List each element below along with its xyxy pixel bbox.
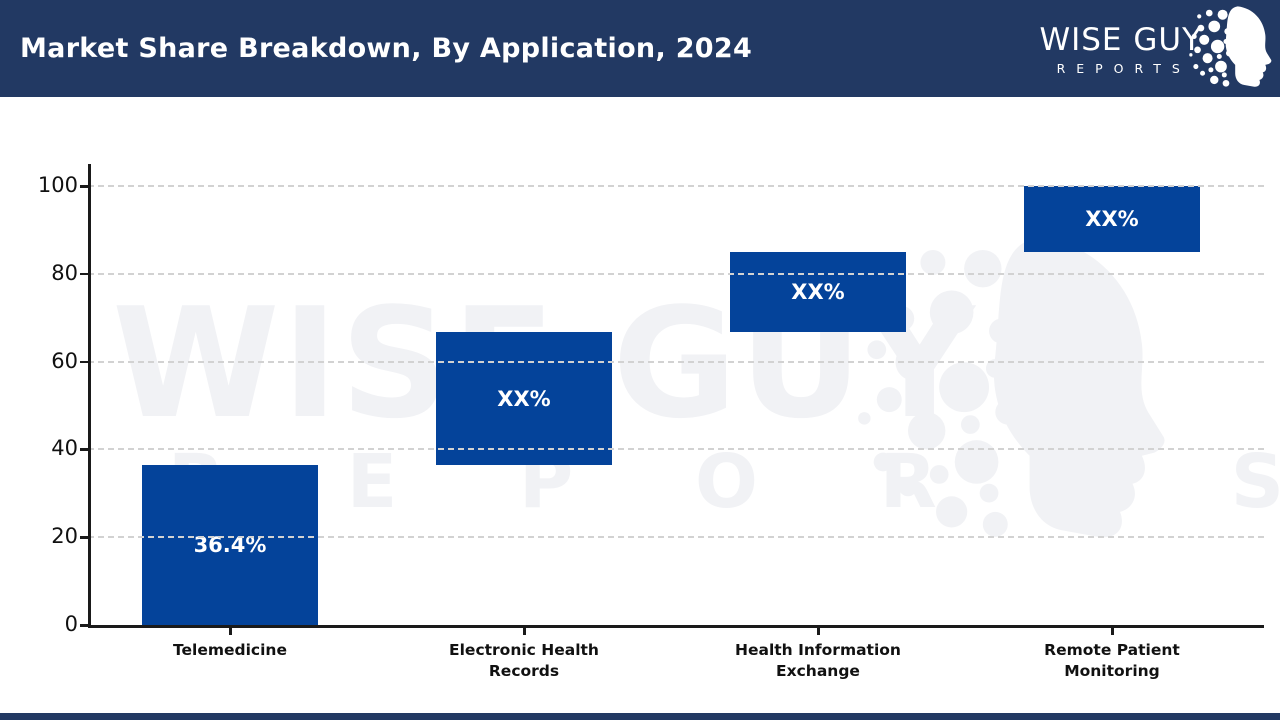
y-tick-mark [80, 360, 88, 364]
footer-strip [0, 713, 1280, 720]
header-bar: Market Share Breakdown, By Application, … [0, 0, 1280, 97]
bar: XX% [730, 251, 906, 333]
gridline [88, 185, 1264, 187]
y-tick-mark [80, 448, 88, 451]
x-tick-mark [1111, 627, 1114, 635]
y-tick-label: 100 [37, 173, 78, 197]
y-tick-mark [80, 536, 88, 539]
bar-value-label: XX% [1085, 206, 1139, 231]
y-tick-mark [80, 185, 88, 188]
category-label: Remote Patient Monitoring [1044, 641, 1180, 680]
gridline [88, 448, 1264, 451]
x-axis-line [88, 625, 1264, 628]
bar: XX% [1024, 186, 1200, 252]
chart-area: WISE GUY R E P O R T S 0 20 40 60 80 100 36.4%… [0, 97, 1280, 713]
bar: XX% [436, 332, 612, 466]
bar-value-label: XX% [791, 280, 845, 304]
category-label: Electronic Health Records [449, 641, 599, 680]
gridline [88, 360, 1264, 363]
bar: 36.4% [142, 465, 318, 625]
brand-logo: WISE GUY REPORTS [1039, 0, 1274, 97]
y-tick-mark [80, 272, 88, 276]
category-label: Telemedicine [173, 641, 287, 659]
y-tick-label: 40 [51, 436, 78, 461]
x-tick-mark [523, 627, 526, 635]
gridline [88, 272, 1264, 275]
y-tick-mark [80, 624, 88, 627]
y-tick-label: 20 [51, 524, 78, 549]
brand-name: WISE GUY [1039, 21, 1202, 58]
brand-text: WISE GUY REPORTS [1039, 22, 1202, 76]
gridline [88, 536, 1264, 539]
y-tick-label: 80 [51, 260, 78, 285]
page-title: Market Share Breakdown, By Application, … [20, 33, 753, 64]
x-tick-mark [229, 627, 232, 635]
y-axis-line [88, 164, 91, 627]
category-label: Health Information Exchange [735, 641, 901, 680]
y-tick-label: 0 [64, 612, 78, 636]
bar-value-label: XX% [497, 386, 551, 411]
x-tick-mark [817, 627, 820, 635]
y-tick-label: 60 [51, 348, 78, 373]
brand-subtitle: REPORTS [1056, 60, 1191, 76]
